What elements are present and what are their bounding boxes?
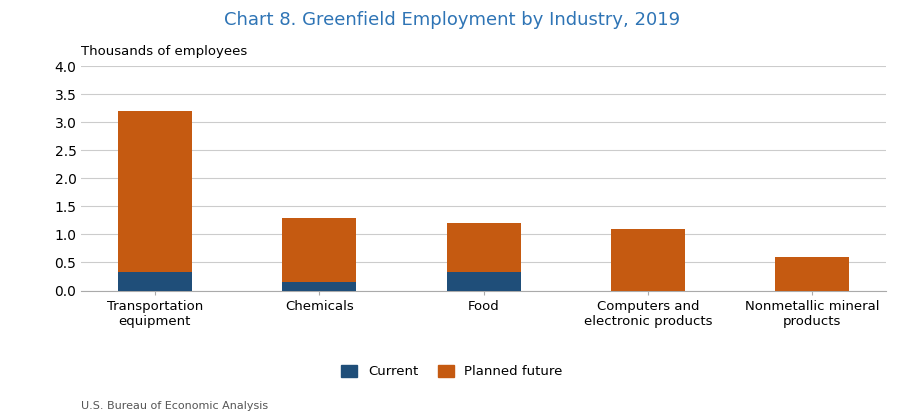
Bar [117,272,191,290]
Bar [282,282,356,290]
Bar [775,257,849,290]
Bar [117,111,191,272]
Bar [282,218,356,282]
Text: Thousands of employees: Thousands of employees [81,45,247,58]
Text: Chart 8. Greenfield Employment by Industry, 2019: Chart 8. Greenfield Employment by Indust… [224,11,679,29]
Text: U.S. Bureau of Economic Analysis: U.S. Bureau of Economic Analysis [81,401,268,411]
Legend: Current, Planned future: Current, Planned future [336,359,567,383]
Bar [610,229,684,290]
Bar [446,223,520,272]
Bar [446,272,520,290]
